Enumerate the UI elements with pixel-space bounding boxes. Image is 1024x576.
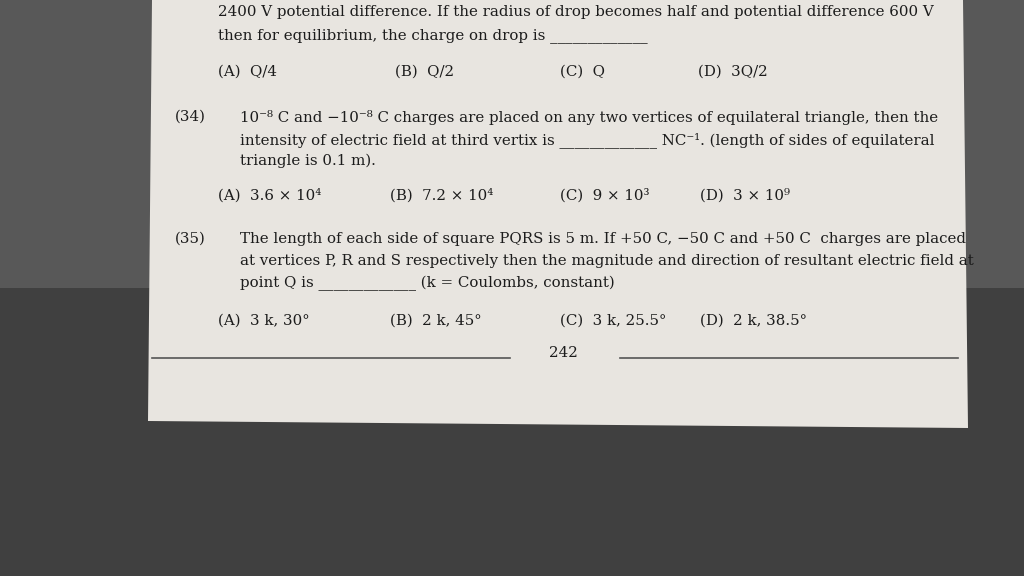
Text: The length of each side of square PQRS is 5 m. If +50 C, −50 C and +50 C  charge: The length of each side of square PQRS i… [240,232,966,246]
Text: 10⁻⁸ C and −10⁻⁸ C charges are placed on any two vertices of equilateral triangl: 10⁻⁸ C and −10⁻⁸ C charges are placed on… [240,110,938,125]
Polygon shape [148,0,968,428]
Text: then for equilibrium, the charge on drop is _____________: then for equilibrium, the charge on drop… [218,28,647,43]
Text: point Q is _____________ (k = Coulombs, constant): point Q is _____________ (k = Coulombs, … [240,276,614,291]
Text: (B)  Q/2: (B) Q/2 [395,65,454,79]
Text: (A)  3.6 × 10⁴: (A) 3.6 × 10⁴ [218,188,322,202]
FancyBboxPatch shape [0,0,1024,288]
Text: (B)  2 k, 45°: (B) 2 k, 45° [390,314,481,328]
Text: (C)  9 × 10³: (C) 9 × 10³ [560,188,649,202]
Text: 2400 V potential difference. If the radius of drop becomes half and potential di: 2400 V potential difference. If the radi… [218,5,934,19]
Text: (D)  2 k, 38.5°: (D) 2 k, 38.5° [700,314,807,328]
Text: (A)  Q/4: (A) Q/4 [218,65,278,79]
Text: 242: 242 [549,346,578,360]
FancyBboxPatch shape [0,288,1024,576]
Text: (D)  3 × 10⁹: (D) 3 × 10⁹ [700,188,790,202]
Text: triangle is 0.1 m).: triangle is 0.1 m). [240,154,376,168]
Text: (C)  Q: (C) Q [560,65,605,79]
Text: at vertices P, R and S respectively then the magnitude and direction of resultan: at vertices P, R and S respectively then… [240,254,974,268]
Text: intensity of electric field at third vertix is _____________ NC⁻¹. (length of si: intensity of electric field at third ver… [240,132,935,148]
Text: (C)  3 k, 25.5°: (C) 3 k, 25.5° [560,314,667,328]
Text: (35): (35) [175,232,206,246]
Text: (34): (34) [175,110,206,124]
Text: (A)  3 k, 30°: (A) 3 k, 30° [218,314,309,328]
Text: (B)  7.2 × 10⁴: (B) 7.2 × 10⁴ [390,188,494,202]
Text: (D)  3Q/2: (D) 3Q/2 [698,65,768,79]
